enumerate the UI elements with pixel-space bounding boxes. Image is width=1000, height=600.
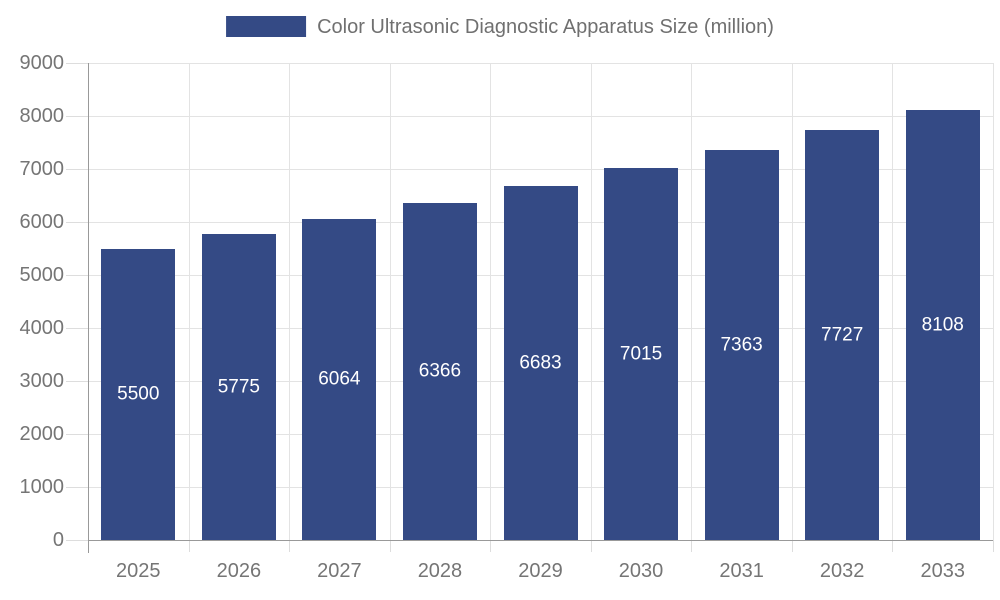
y-axis-tick-label: 2000 [19, 423, 65, 445]
y-axis-tick-label: 7000 [19, 158, 65, 180]
x-axis-tick [691, 540, 692, 552]
y-axis-tick-label: 6000 [19, 211, 65, 233]
y-axis-tick-label: 1000 [19, 476, 65, 498]
y-axis-tick [66, 116, 88, 117]
x-axis-tick [792, 540, 793, 552]
y-axis-tick-label: 4000 [19, 317, 65, 339]
gridline-x [792, 63, 793, 540]
x-axis-tick-label: 2029 [518, 560, 563, 582]
gridline-y [88, 169, 993, 170]
bar-value-label: 6683 [519, 352, 562, 374]
legend-item[interactable]: Color Ultrasonic Diagnostic Apparatus Si… [226, 16, 774, 37]
bar-value-label: 6366 [418, 360, 462, 382]
y-axis-tick [66, 328, 88, 329]
gridline-y [88, 116, 993, 117]
bar [202, 234, 276, 540]
x-axis-tick [390, 540, 391, 552]
bar [504, 186, 578, 540]
y-axis-tick-label: 5000 [19, 264, 65, 286]
bar [906, 110, 980, 540]
y-axis-tick [66, 540, 88, 541]
x-axis-tick-label: 2030 [618, 560, 664, 582]
gridline-x [189, 63, 190, 540]
x-axis-tick-label: 2025 [116, 560, 161, 582]
x-axis-tick [591, 540, 592, 552]
y-axis-line [88, 63, 89, 553]
gridline-x [892, 63, 893, 540]
y-axis-tick [66, 275, 88, 276]
y-axis-tick [66, 169, 88, 170]
x-axis-tick-label: 2027 [317, 560, 362, 582]
x-axis-tick [289, 540, 290, 552]
gridline-y [88, 63, 993, 64]
gridline-x [390, 63, 391, 540]
bar [403, 203, 477, 540]
bar-value-label: 5500 [117, 383, 160, 405]
bar-value-label: 8108 [921, 314, 964, 336]
y-axis-tick-label: 0 [52, 529, 64, 551]
bar-value-label: 7015 [619, 343, 663, 365]
y-axis-tick [66, 222, 88, 223]
bar-value-label: 6064 [318, 368, 361, 390]
gridline-x [490, 63, 491, 540]
y-axis-tick [66, 434, 88, 435]
y-axis-tick-label: 3000 [19, 370, 65, 392]
x-axis-tick-label: 2032 [819, 560, 865, 582]
legend-label: Color Ultrasonic Diagnostic Apparatus Si… [317, 15, 774, 38]
bar [604, 168, 678, 540]
bar [302, 219, 376, 540]
x-axis-tick [490, 540, 491, 552]
y-axis-tick [66, 381, 88, 382]
bar [705, 150, 779, 540]
x-axis-tick-label: 2033 [920, 560, 965, 582]
bar [805, 130, 879, 540]
bar [101, 249, 175, 541]
y-axis-tick-label: 8000 [19, 105, 65, 127]
gridline-x [591, 63, 592, 540]
bar-value-label: 7727 [821, 324, 864, 346]
y-axis-tick-label: 9000 [19, 52, 65, 74]
y-axis-tick [66, 487, 88, 488]
x-axis-line [88, 540, 993, 541]
gridline-x [691, 63, 692, 540]
bar-value-label: 7363 [720, 334, 763, 356]
x-axis-tick [189, 540, 190, 552]
legend-swatch-icon [226, 16, 307, 37]
gridline-x [289, 63, 290, 540]
x-axis-tick [993, 540, 994, 552]
y-axis-tick [66, 63, 88, 64]
gridline-x [993, 63, 994, 540]
x-axis-tick-label: 2026 [216, 560, 262, 582]
x-axis-tick [892, 540, 893, 552]
x-axis-tick-label: 2028 [417, 560, 463, 582]
x-axis-tick-label: 2031 [719, 560, 764, 582]
bar-value-label: 5775 [217, 376, 260, 398]
